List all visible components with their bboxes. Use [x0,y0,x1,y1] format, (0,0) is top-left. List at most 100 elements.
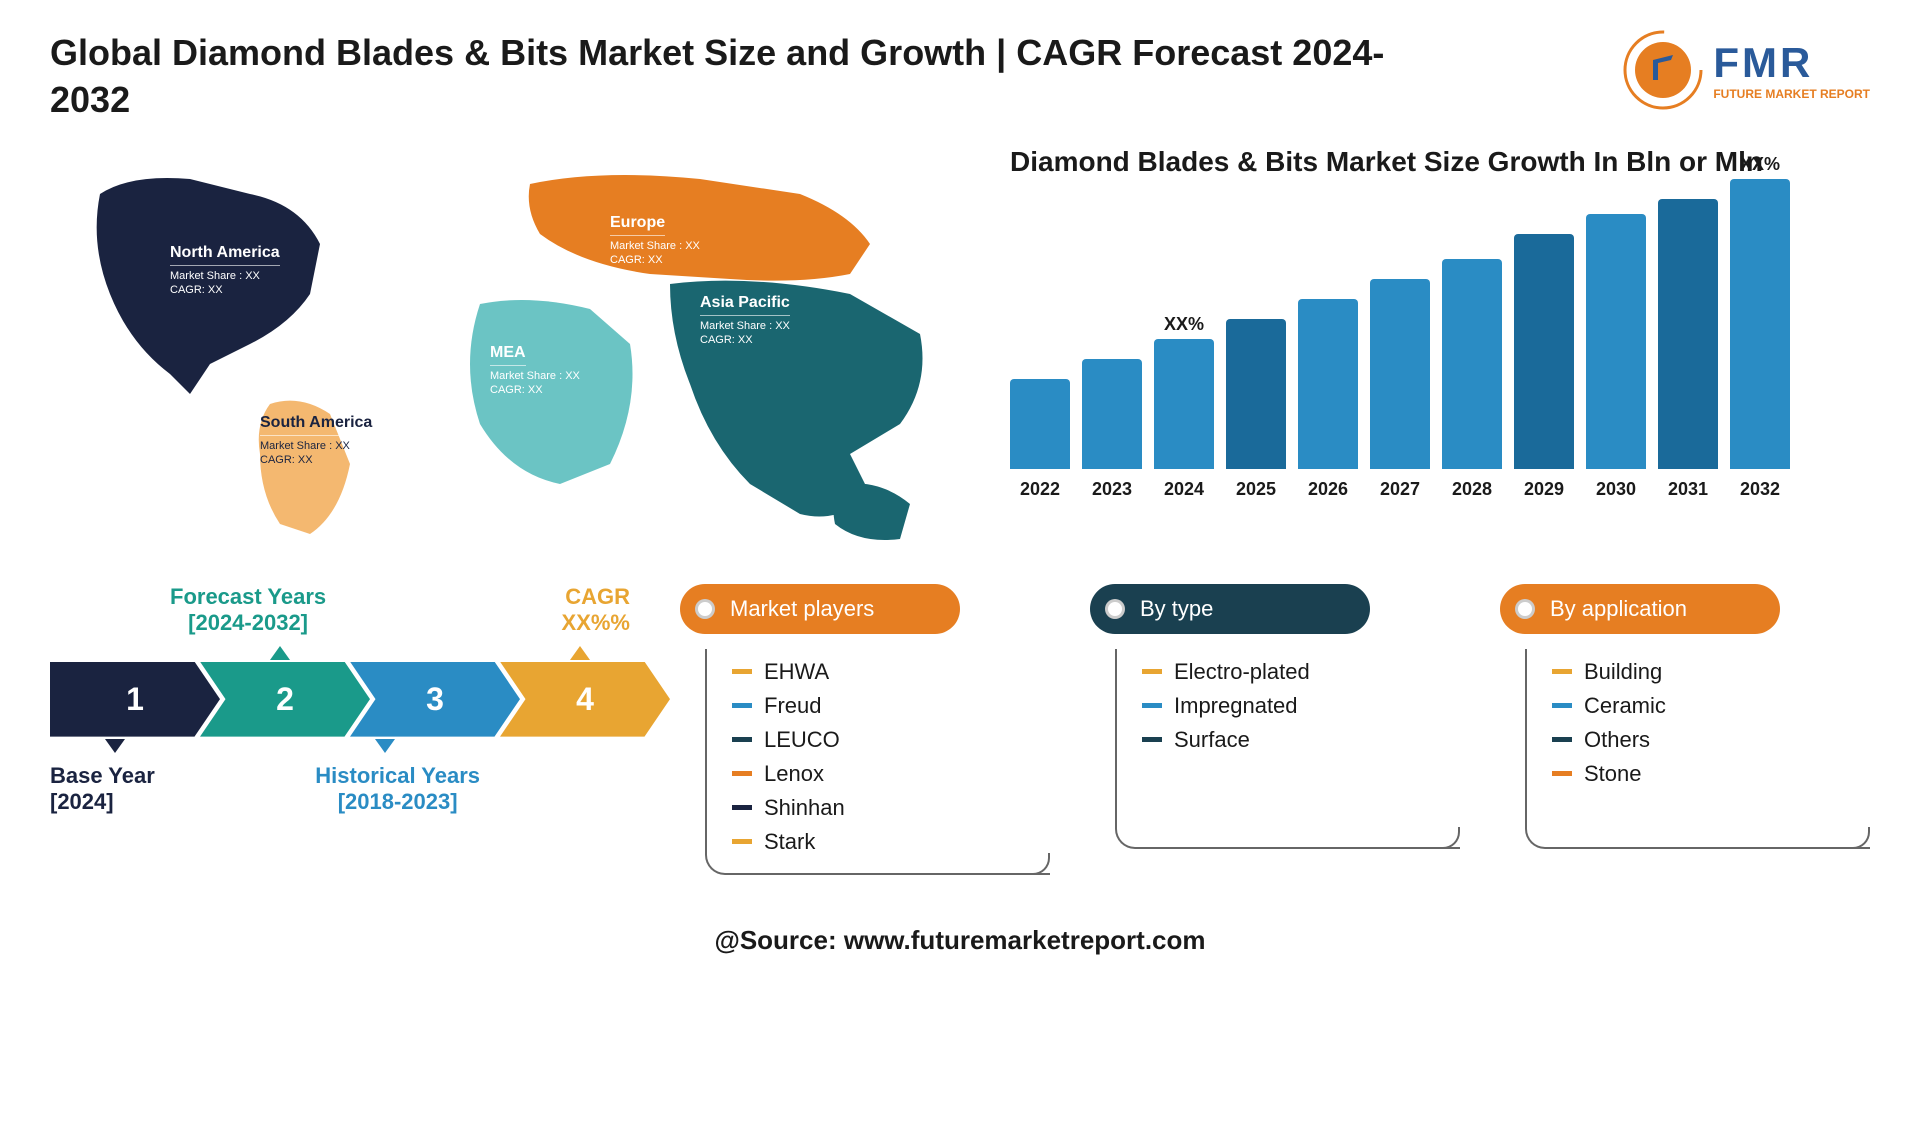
item-marker-icon [732,703,752,708]
category-section: By type Electro-plated Impregnated Surfa… [1090,584,1460,875]
bar [1586,214,1646,469]
list-item: Building [1552,659,1870,685]
forecast-label: Forecast Years [2024-2032] [170,584,326,636]
item-text: Impregnated [1174,693,1298,719]
bar-wrapper: 2029 [1514,234,1574,500]
region-share: Market Share : XX [260,439,372,453]
timeline-boxes: 1234 [50,662,650,737]
region-share: Market Share : XX [700,319,790,333]
category-dot-icon [695,599,715,619]
list-item: Surface [1142,727,1460,753]
world-map: North America Market Share : XX CAGR: XX… [50,144,970,544]
categories: Market players EHWA Freud LEUCO Lenox Sh… [680,584,1870,875]
region-label: Europe Market Share : XX CAGR: XX [610,214,700,268]
timeline-top-labels: Forecast Years [2024-2032] CAGR XX%% [50,584,650,636]
timeline: Forecast Years [2024-2032] CAGR XX%% 123… [50,584,650,875]
bar-wrapper: 2026 [1298,299,1358,500]
bar-label: 2031 [1668,479,1708,500]
list-item: Lenox [732,761,1050,787]
region-share: Market Share : XX [610,239,700,253]
region-label: North America Market Share : XX CAGR: XX [170,244,280,298]
timeline-box: 4 [500,662,670,737]
region-name: Asia Pacific [700,294,790,316]
arrows-bottom [50,739,650,753]
category-dot-icon [1515,599,1535,619]
item-marker-icon [1142,737,1162,742]
item-text: EHWA [764,659,829,685]
item-text: Building [1584,659,1662,685]
header: Global Diamond Blades & Bits Market Size… [50,30,1870,124]
region-cagr: CAGR: XX [700,333,790,347]
item-marker-icon [1552,669,1572,674]
forecast-range-text: [2024-2032] [170,610,326,636]
item-marker-icon [1142,703,1162,708]
item-marker-icon [1552,703,1572,708]
item-marker-icon [732,839,752,844]
arrows-top [50,646,650,660]
list-item: Electro-plated [1142,659,1460,685]
region-cagr: CAGR: XX [170,283,280,297]
item-marker-icon [732,669,752,674]
list-item: Shinhan [732,795,1050,821]
timeline-box: 3 [350,662,520,737]
bottom-row: Forecast Years [2024-2032] CAGR XX%% 123… [50,584,1870,875]
item-text: Surface [1174,727,1250,753]
item-marker-icon [732,805,752,810]
logo: FMR FUTURE MARKET REPORT [1623,30,1870,110]
bar-label: 2025 [1236,479,1276,500]
item-marker-icon [732,771,752,776]
item-marker-icon [732,737,752,742]
region-share: Market Share : XX [490,369,580,383]
bar [1730,179,1790,469]
bars-container: 2022 2023XX% 2024 2025 2026 2027 2028 20… [1010,200,1870,500]
bar-wrapper: XX% 2032 [1730,179,1790,500]
cagr-label: CAGR XX%% [562,584,630,636]
item-text: Electro-plated [1174,659,1310,685]
bar-chart: Diamond Blades & Bits Market Size Growth… [1010,144,1870,544]
category-list: Electro-plated Impregnated Surface [1115,649,1460,849]
page-title: Global Diamond Blades & Bits Market Size… [50,30,1450,124]
bar [1154,339,1214,469]
bar [1658,199,1718,469]
bar-label: 2022 [1020,479,1060,500]
main-row: North America Market Share : XX CAGR: XX… [50,144,1870,544]
bar-label: 2032 [1740,479,1780,500]
bar-label: 2029 [1524,479,1564,500]
region-share: Market Share : XX [170,269,280,283]
forecast-years-text: Forecast Years [170,584,326,610]
bar-wrapper: 2027 [1370,279,1430,500]
item-text: Stone [1584,761,1642,787]
region-label: MEA Market Share : XX CAGR: XX [490,344,580,398]
category-header: By application [1500,584,1780,634]
timeline-box: 1 [50,662,220,737]
bar-wrapper: 2025 [1226,319,1286,500]
list-item: Ceramic [1552,693,1870,719]
category-section: By application Building Ceramic Others S… [1500,584,1870,875]
bar-annotation: XX% [1164,314,1204,335]
bar-wrapper: 2030 [1586,214,1646,500]
bar-wrapper: 2022 [1010,379,1070,500]
arrow-down-icon [105,739,125,753]
item-text: Others [1584,727,1650,753]
category-section: Market players EHWA Freud LEUCO Lenox Sh… [680,584,1050,875]
timeline-bottom-labels: Base Year [2024] Historical Years [2018-… [50,763,650,815]
historical-range: [2018-2023] [315,789,480,815]
item-marker-icon [1552,737,1572,742]
category-list: EHWA Freud LEUCO Lenox Shinhan Stark [705,649,1050,875]
list-item: Stone [1552,761,1870,787]
bar-annotation: XX% [1740,154,1780,175]
region-label: South America Market Share : XX CAGR: XX [260,414,372,468]
bar-label: 2030 [1596,479,1636,500]
item-text: Stark [764,829,815,855]
region-name: MEA [490,344,526,366]
category-header: Market players [680,584,960,634]
bar-wrapper: XX% 2024 [1154,339,1214,500]
region-cagr: CAGR: XX [610,253,700,267]
base-year-value: [2024] [50,789,155,815]
list-item: Stark [732,829,1050,855]
bar-wrapper: 2023 [1082,359,1142,500]
arrow-up-icon [270,646,290,660]
list-item: Impregnated [1142,693,1460,719]
cagr-value-text: XX%% [562,610,630,636]
region-cagr: CAGR: XX [490,383,580,397]
